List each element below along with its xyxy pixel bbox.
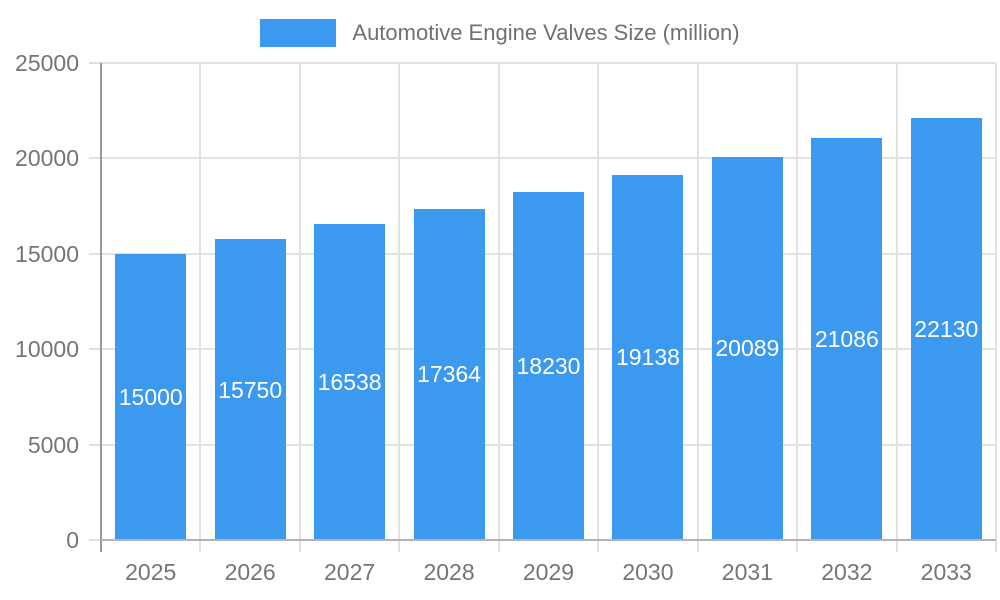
v-gridline — [497, 63, 500, 540]
bar-value-label: 15000 — [118, 383, 183, 410]
bar — [612, 174, 684, 540]
x-tick-label: 2027 — [324, 559, 376, 585]
bar-value-label: 17364 — [417, 361, 482, 388]
v-gridline — [298, 63, 301, 540]
x-axis-tick — [497, 540, 500, 552]
bar — [314, 224, 386, 540]
y-axis-tick — [89, 62, 101, 64]
y-tick-label: 15000 — [15, 240, 79, 267]
bar — [214, 239, 286, 540]
x-axis-tick — [895, 540, 898, 552]
x-tick-label: 2028 — [423, 559, 475, 585]
y-tick-label: 25000 — [15, 50, 79, 76]
bar — [115, 253, 187, 540]
x-tick-label: 2031 — [721, 559, 773, 585]
y-axis-tick — [89, 252, 101, 255]
x-axis-tick — [298, 540, 301, 552]
v-gridline — [895, 63, 898, 540]
bar — [711, 156, 783, 540]
x-axis-tick — [199, 540, 202, 552]
x-axis-tick — [696, 540, 699, 552]
x-tick-label: 2032 — [821, 559, 873, 585]
x-axis-tick — [796, 540, 799, 552]
x-axis-line — [101, 539, 996, 541]
bar-value-label: 22130 — [914, 315, 979, 342]
x-axis-tick — [398, 540, 401, 552]
x-tick-label: 2029 — [522, 559, 575, 585]
x-axis-tick — [597, 540, 600, 552]
v-gridline — [796, 63, 799, 540]
y-tick-label: 5000 — [27, 431, 79, 458]
h-gridline — [101, 157, 996, 160]
y-axis-tick — [89, 539, 101, 541]
y-tick-label: 0 — [66, 527, 79, 553]
v-gridline — [995, 63, 997, 540]
bar-value-label: 21086 — [814, 325, 879, 352]
v-gridline — [199, 63, 202, 540]
x-tick-label: 2025 — [125, 559, 177, 585]
legend-item[interactable]: Automotive Engine Valves Size (million) — [0, 19, 1000, 47]
h-gridline — [101, 62, 996, 64]
bar-value-label: 20089 — [715, 335, 780, 362]
y-axis-line — [100, 63, 102, 552]
bar — [811, 137, 883, 540]
bar — [513, 192, 584, 540]
y-axis-tick — [89, 443, 101, 446]
legend-swatch-icon — [260, 19, 337, 47]
y-axis-tick — [89, 348, 101, 351]
legend-label: Automotive Engine Valves Size (million) — [352, 20, 740, 45]
x-tick-label: 2026 — [224, 559, 276, 585]
x-tick-label: 2030 — [622, 559, 674, 585]
y-tick-label: 20000 — [15, 145, 79, 172]
y-axis-tick — [89, 157, 101, 160]
x-tick-label: 2033 — [920, 559, 972, 585]
v-gridline — [696, 63, 699, 540]
bar-value-label: 18230 — [516, 353, 581, 380]
bar-value-label: 15750 — [218, 376, 283, 403]
bar-value-label: 19138 — [615, 344, 680, 371]
y-tick-label: 10000 — [15, 336, 79, 363]
bar-value-label: 16538 — [317, 369, 382, 396]
v-gridline — [597, 63, 600, 540]
bar — [413, 208, 485, 540]
v-gridline — [398, 63, 401, 540]
bar — [910, 117, 982, 540]
x-axis-tick — [995, 540, 997, 552]
